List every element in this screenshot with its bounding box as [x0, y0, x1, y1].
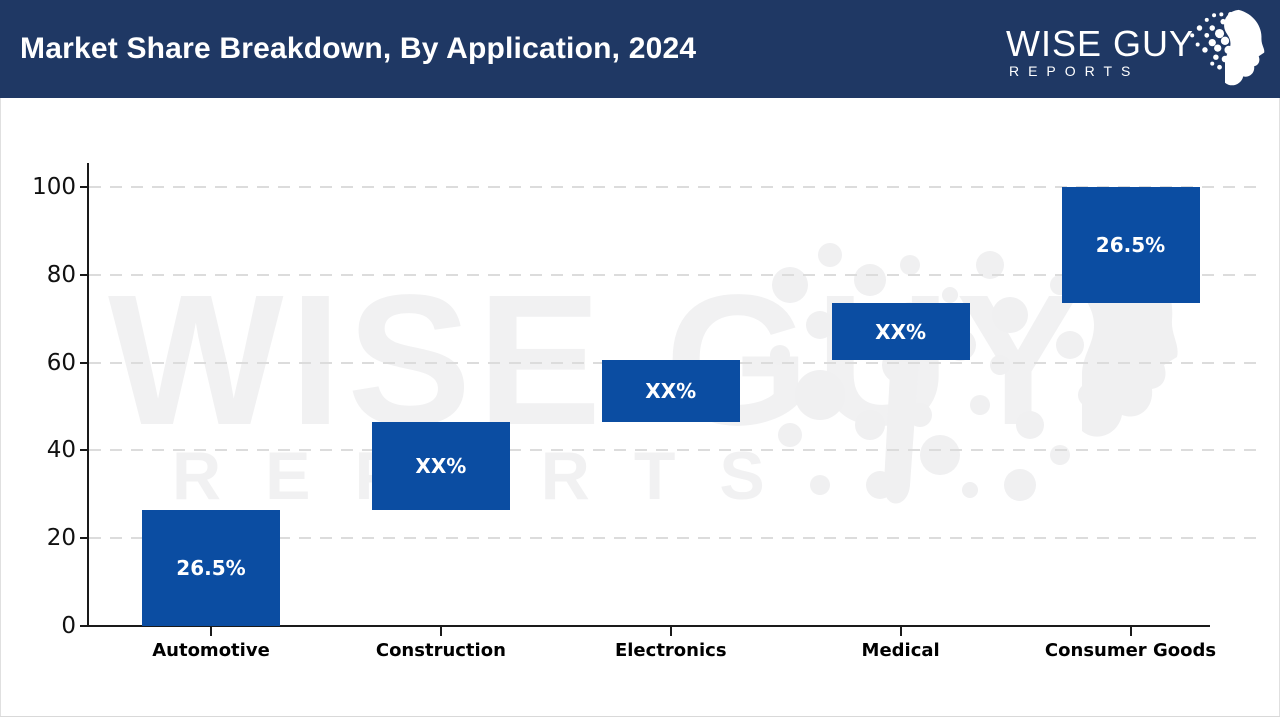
bar-value-label: XX% [645, 379, 697, 404]
y-tick-mark [80, 273, 88, 276]
y-tick-label: 60 [46, 349, 76, 376]
x-tick-mark [210, 627, 212, 636]
gridline-40 [89, 449, 1263, 452]
bar-automotive: 26.5% [142, 509, 280, 626]
bar-construction: XX% [371, 421, 510, 510]
bar-medical: XX% [831, 303, 970, 361]
logo-subtext: REPORTS [1008, 63, 1140, 80]
x-tick-mark [669, 627, 672, 636]
x-category-label: Medical [861, 640, 940, 661]
y-tick-mark [80, 361, 88, 364]
brand-logo: WISE GUY REPORTS [1006, 6, 1266, 92]
x-tick-mark [1129, 627, 1132, 636]
gridline-100 [89, 186, 1263, 188]
logo-wordmark: WISE GUY [1005, 22, 1194, 64]
page-frame-bottom [0, 716, 1280, 717]
page-frame-left [0, 98, 1, 716]
x-category-label: Electronics [614, 640, 727, 661]
x-tick-mark [899, 627, 902, 636]
gridline-80 [89, 273, 1263, 276]
y-tick-label: 0 [61, 613, 76, 639]
page-title: Market Share Breakdown, By Application, … [20, 32, 697, 65]
y-tick-label: 40 [46, 437, 76, 464]
y-tick-label: 100 [32, 174, 76, 200]
y-tick-mark [80, 449, 88, 452]
gridline-20 [89, 537, 1263, 540]
bar-electronics: XX% [601, 360, 740, 422]
brand-logo-text: WISE GUY REPORTS [1005, 22, 1194, 80]
x-tick-mark [439, 627, 442, 636]
x-category-label: Automotive [152, 640, 270, 661]
header: Market Share Breakdown, By Application, … [0, 0, 1280, 98]
bar-consumer-goods: 26.5% [1061, 187, 1200, 304]
x-axis-line [87, 625, 1210, 627]
bar-value-label: XX% [415, 453, 467, 478]
y-tick-mark [80, 625, 88, 627]
bar-value-label: 26.5% [176, 555, 246, 580]
y-tick-mark [80, 537, 88, 540]
y-tick-mark [80, 186, 88, 188]
logo-face-icon [1190, 9, 1265, 86]
bar-value-label: XX% [875, 319, 927, 344]
y-tick-label: 20 [46, 525, 76, 552]
y-tick-label: 80 [46, 261, 76, 288]
x-category-label: Construction [375, 640, 506, 661]
bar-value-label: 26.5% [1095, 233, 1166, 258]
y-axis-line [87, 163, 89, 627]
x-category-label: Consumer Goods [1044, 640, 1217, 661]
